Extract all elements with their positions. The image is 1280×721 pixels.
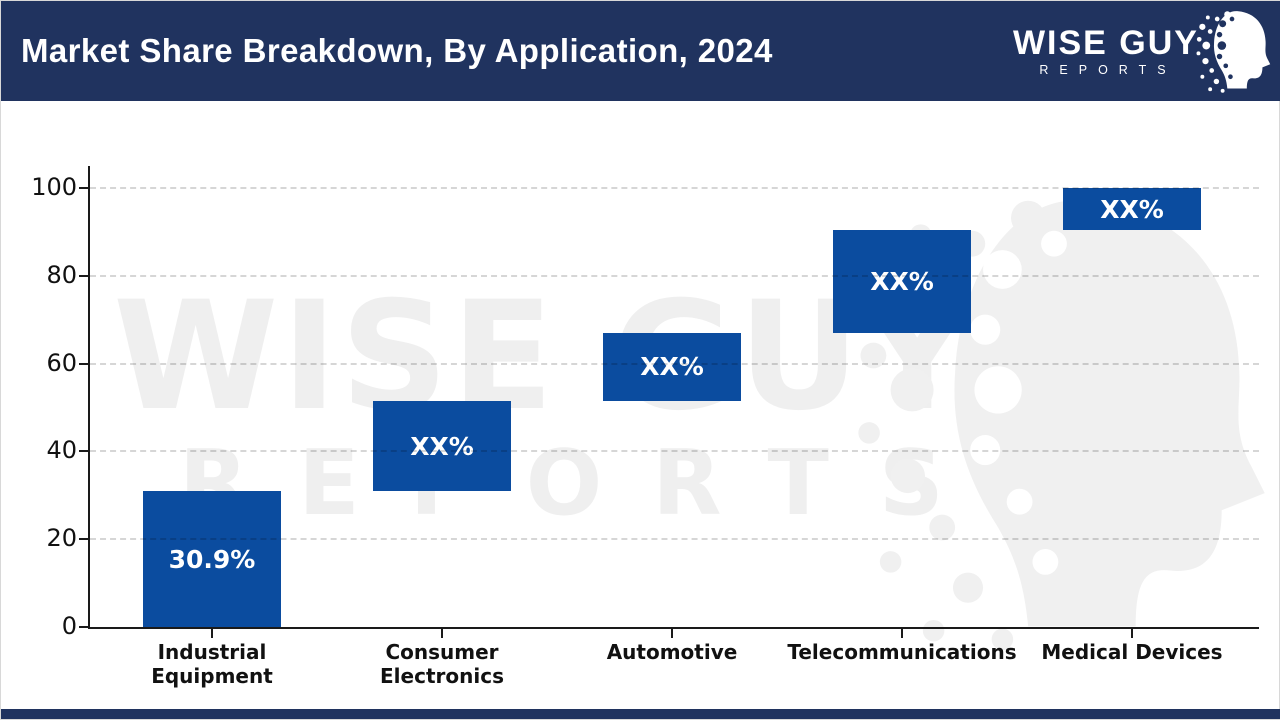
y-tick-label: 20 (46, 524, 77, 553)
watermark-text-reports: REPORTS (179, 431, 994, 536)
y-axis-line (88, 166, 90, 629)
y-tick-label: 60 (46, 348, 77, 377)
bar-value-label: XX% (1100, 194, 1164, 224)
x-tick-mark (1131, 629, 1133, 638)
brand-subtitle: REPORTS (1039, 62, 1177, 77)
x-category-label: Industrial Equipment (151, 640, 273, 688)
bar-segment: XX% (1063, 188, 1201, 231)
watermark-text-wise-guy: WISE GUY (113, 270, 975, 444)
y-tick-label: 40 (46, 436, 77, 465)
brand-logo: WISE GUY REPORTS (1013, 8, 1271, 94)
gridline (90, 450, 1259, 453)
bar-segment: XX% (833, 230, 971, 333)
y-tick-mark (79, 274, 88, 277)
x-tick-mark (441, 629, 443, 638)
bar-value-label: XX% (410, 431, 474, 461)
x-category-label: Medical Devices (1041, 640, 1223, 664)
x-category-label: Consumer Electronics (380, 640, 504, 688)
bar-value-label: XX% (870, 267, 934, 296)
gridline (90, 538, 1259, 541)
bar-segment: XX% (373, 400, 511, 492)
x-tick-mark (671, 629, 673, 638)
bar-segment: 30.9% (143, 491, 281, 627)
y-tick-label: 0 (61, 612, 77, 640)
y-tick-label: 80 (46, 260, 77, 289)
wise-guy-face-icon (1196, 11, 1271, 93)
brand-logo-text: WISE GUY REPORTS (1013, 26, 1199, 77)
bar-value-label: 30.9% (168, 544, 256, 574)
gridline (90, 362, 1259, 365)
bar-segment: XX% (603, 332, 741, 401)
y-tick-mark (79, 187, 88, 189)
y-tick-mark (79, 538, 88, 541)
x-tick-mark (211, 629, 213, 638)
header-bar: Market Share Breakdown, By Application, … (1, 1, 1280, 101)
y-tick-mark (79, 362, 88, 365)
gridline (90, 187, 1259, 189)
chart-title: Market Share Breakdown, By Application, … (21, 32, 773, 69)
brand-name: WISE GUY (1012, 23, 1199, 62)
bar-value-label: XX% (640, 352, 704, 382)
gridline (90, 274, 1259, 277)
x-category-label: Automotive (606, 640, 738, 664)
x-category-label: Telecommunications (787, 640, 1017, 664)
y-tick-mark (79, 626, 88, 628)
footer-bar (1, 709, 1280, 719)
y-tick-label: 100 (31, 173, 77, 201)
y-tick-mark (79, 450, 88, 453)
x-axis-line (88, 627, 1259, 629)
x-tick-mark (901, 629, 903, 638)
